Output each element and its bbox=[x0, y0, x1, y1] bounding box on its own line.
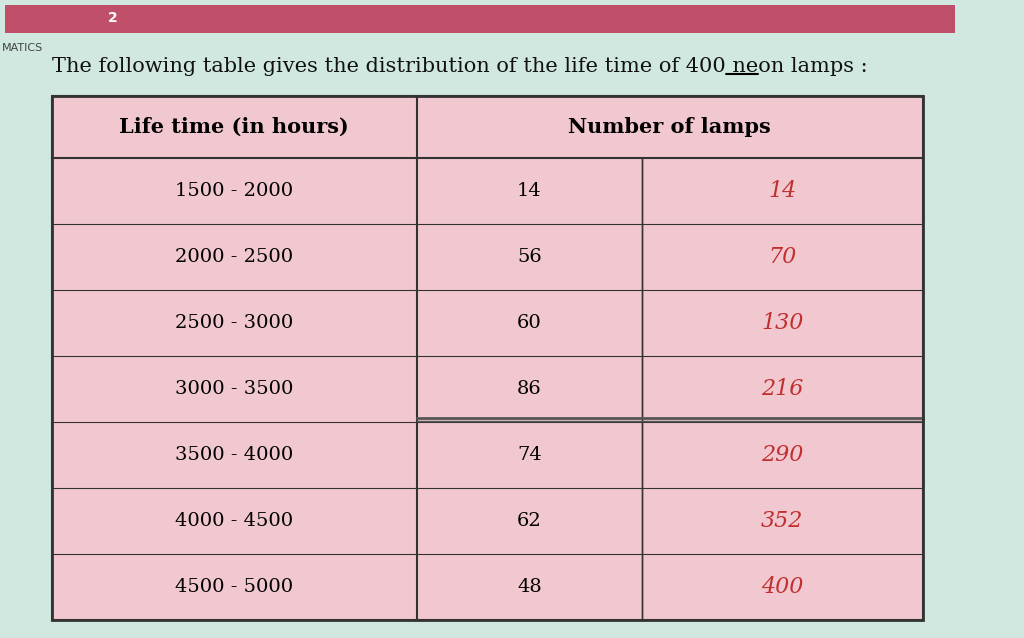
Text: 60: 60 bbox=[517, 314, 542, 332]
Text: 3500 - 4000: 3500 - 4000 bbox=[175, 446, 293, 464]
Text: 74: 74 bbox=[517, 446, 542, 464]
Text: The following table gives the distribution of the life time of 400 neon lamps :: The following table gives the distributi… bbox=[51, 57, 867, 75]
Text: 86: 86 bbox=[517, 380, 542, 398]
Text: 2500 - 3000: 2500 - 3000 bbox=[175, 314, 293, 332]
Text: 400: 400 bbox=[761, 576, 804, 598]
Text: MATICS: MATICS bbox=[2, 43, 43, 53]
Text: 130: 130 bbox=[761, 312, 804, 334]
Text: 1500 - 2000: 1500 - 2000 bbox=[175, 182, 293, 200]
Text: 14: 14 bbox=[768, 180, 797, 202]
Text: 70: 70 bbox=[768, 246, 797, 268]
FancyBboxPatch shape bbox=[5, 5, 954, 33]
Text: 48: 48 bbox=[517, 578, 542, 596]
Text: 216: 216 bbox=[761, 378, 804, 400]
Text: 2: 2 bbox=[108, 11, 118, 25]
Text: 62: 62 bbox=[517, 512, 542, 530]
Text: Number of lamps: Number of lamps bbox=[568, 117, 771, 137]
Text: 3000 - 3500: 3000 - 3500 bbox=[175, 380, 294, 398]
Text: 352: 352 bbox=[761, 510, 804, 532]
Text: 4500 - 5000: 4500 - 5000 bbox=[175, 578, 293, 596]
Text: 14: 14 bbox=[517, 182, 542, 200]
Text: 4000 - 4500: 4000 - 4500 bbox=[175, 512, 293, 530]
Text: Life time (in hours): Life time (in hours) bbox=[120, 117, 349, 137]
FancyBboxPatch shape bbox=[51, 96, 923, 620]
Text: 56: 56 bbox=[517, 248, 542, 266]
Text: 290: 290 bbox=[761, 444, 804, 466]
Text: 2000 - 2500: 2000 - 2500 bbox=[175, 248, 293, 266]
